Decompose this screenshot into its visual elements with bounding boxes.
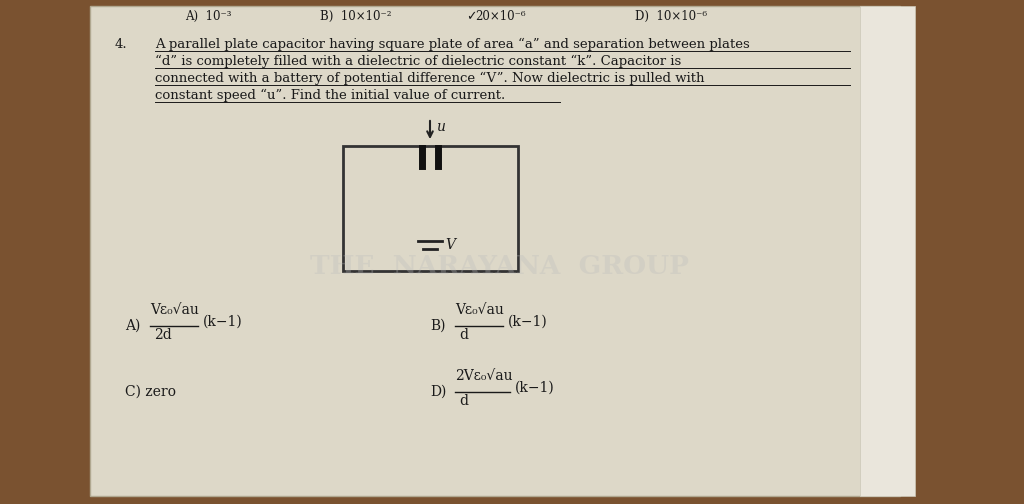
- Text: ✓: ✓: [466, 10, 476, 23]
- Text: B): B): [430, 319, 445, 333]
- Text: V: V: [445, 238, 455, 252]
- Text: 2Vε₀√au: 2Vε₀√au: [455, 369, 513, 383]
- Bar: [90, 6, 900, 496]
- Text: (k−1): (k−1): [203, 315, 243, 329]
- Text: 20×10⁻⁶: 20×10⁻⁶: [475, 10, 525, 23]
- Text: B)  10×10⁻²: B) 10×10⁻²: [319, 10, 391, 23]
- Text: Vε₀√au: Vε₀√au: [455, 303, 504, 317]
- Text: D)  10×10⁻⁶: D) 10×10⁻⁶: [635, 10, 708, 23]
- Text: A): A): [125, 319, 140, 333]
- Text: connected with a battery of potential difference “V”. Now dielectric is pulled w: connected with a battery of potential di…: [155, 72, 705, 85]
- Text: d: d: [459, 328, 468, 342]
- Text: C) zero: C) zero: [125, 385, 176, 399]
- Text: (k−1): (k−1): [515, 381, 555, 395]
- Text: A)  10⁻³: A) 10⁻³: [185, 10, 231, 23]
- Text: d: d: [459, 394, 468, 408]
- Text: THE  NARAYANA  GROUP: THE NARAYANA GROUP: [310, 254, 689, 279]
- Bar: [860, 6, 915, 496]
- Text: 4.: 4.: [115, 38, 128, 51]
- Text: 2d: 2d: [154, 328, 172, 342]
- Text: (k−1): (k−1): [508, 315, 548, 329]
- Text: constant speed “u”. Find the initial value of current.: constant speed “u”. Find the initial val…: [155, 89, 505, 102]
- Text: A parallel plate capacitor having square plate of area “a” and separation betwee: A parallel plate capacitor having square…: [155, 38, 750, 51]
- Text: Vε₀√au: Vε₀√au: [150, 303, 199, 317]
- Bar: [343, 146, 518, 271]
- Text: “d” is completely filled with a dielectric of dielectric constant “k”. Capacitor: “d” is completely filled with a dielectr…: [155, 55, 681, 68]
- Text: u: u: [436, 120, 444, 134]
- Text: D): D): [430, 385, 446, 399]
